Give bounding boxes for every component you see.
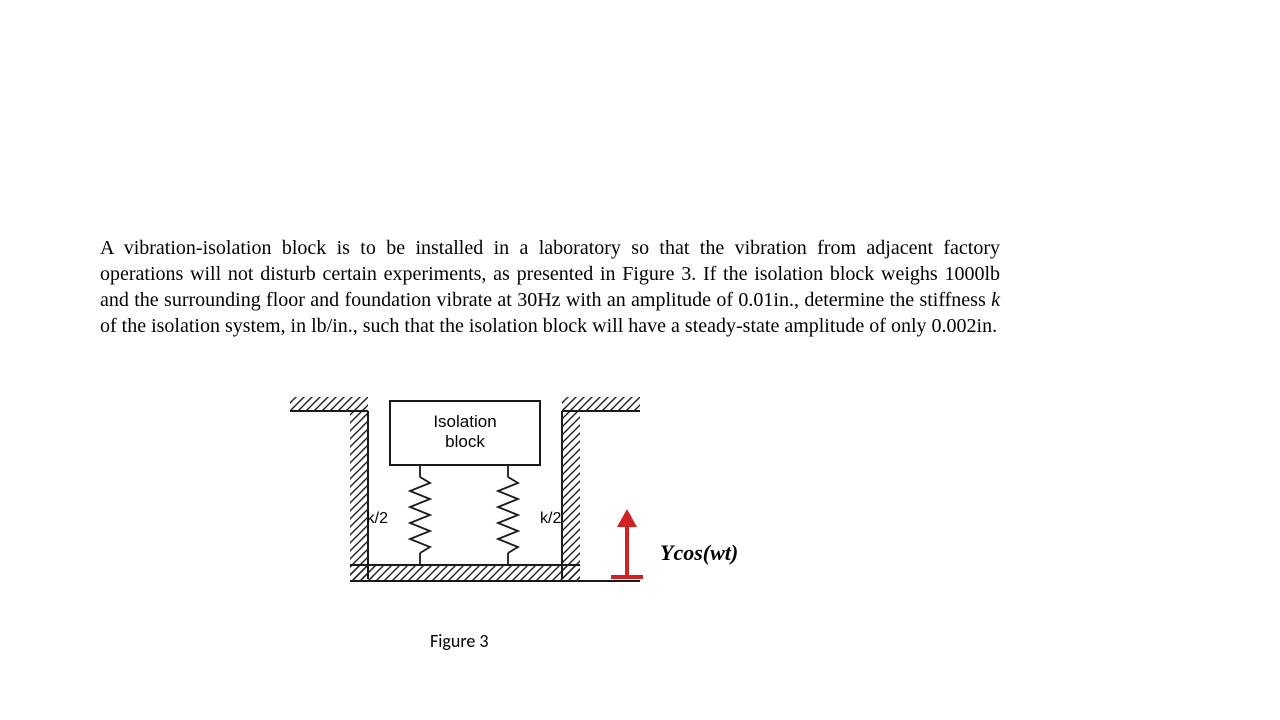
problem-text-2: of the isolation system, in lb/in., such… [100, 315, 997, 337]
spring-left [410, 465, 430, 565]
spring-right [498, 465, 518, 565]
problem-text-1: A vibration-isolation block is to be ins… [100, 237, 1000, 311]
block-label-2: block [445, 432, 485, 451]
excitation-arrow-icon [605, 505, 655, 585]
excitation-label: Ycos(wt) [660, 540, 738, 566]
problem-content: A vibration-isolation block is to be ins… [100, 235, 1000, 339]
figure-caption: Figure 3 [430, 630, 489, 652]
variable-k: k [991, 289, 1000, 311]
spring-left-label: k/2 [367, 510, 388, 527]
block-label-1: Isolation [433, 412, 496, 431]
figure-area: Isolation block k/2 k/2 Ycos(wt) Figure … [290, 395, 800, 655]
spring-right-label: k/2 [540, 510, 561, 527]
problem-statement: A vibration-isolation block is to be ins… [100, 235, 1000, 339]
isolation-diagram: Isolation block k/2 k/2 [290, 395, 650, 595]
